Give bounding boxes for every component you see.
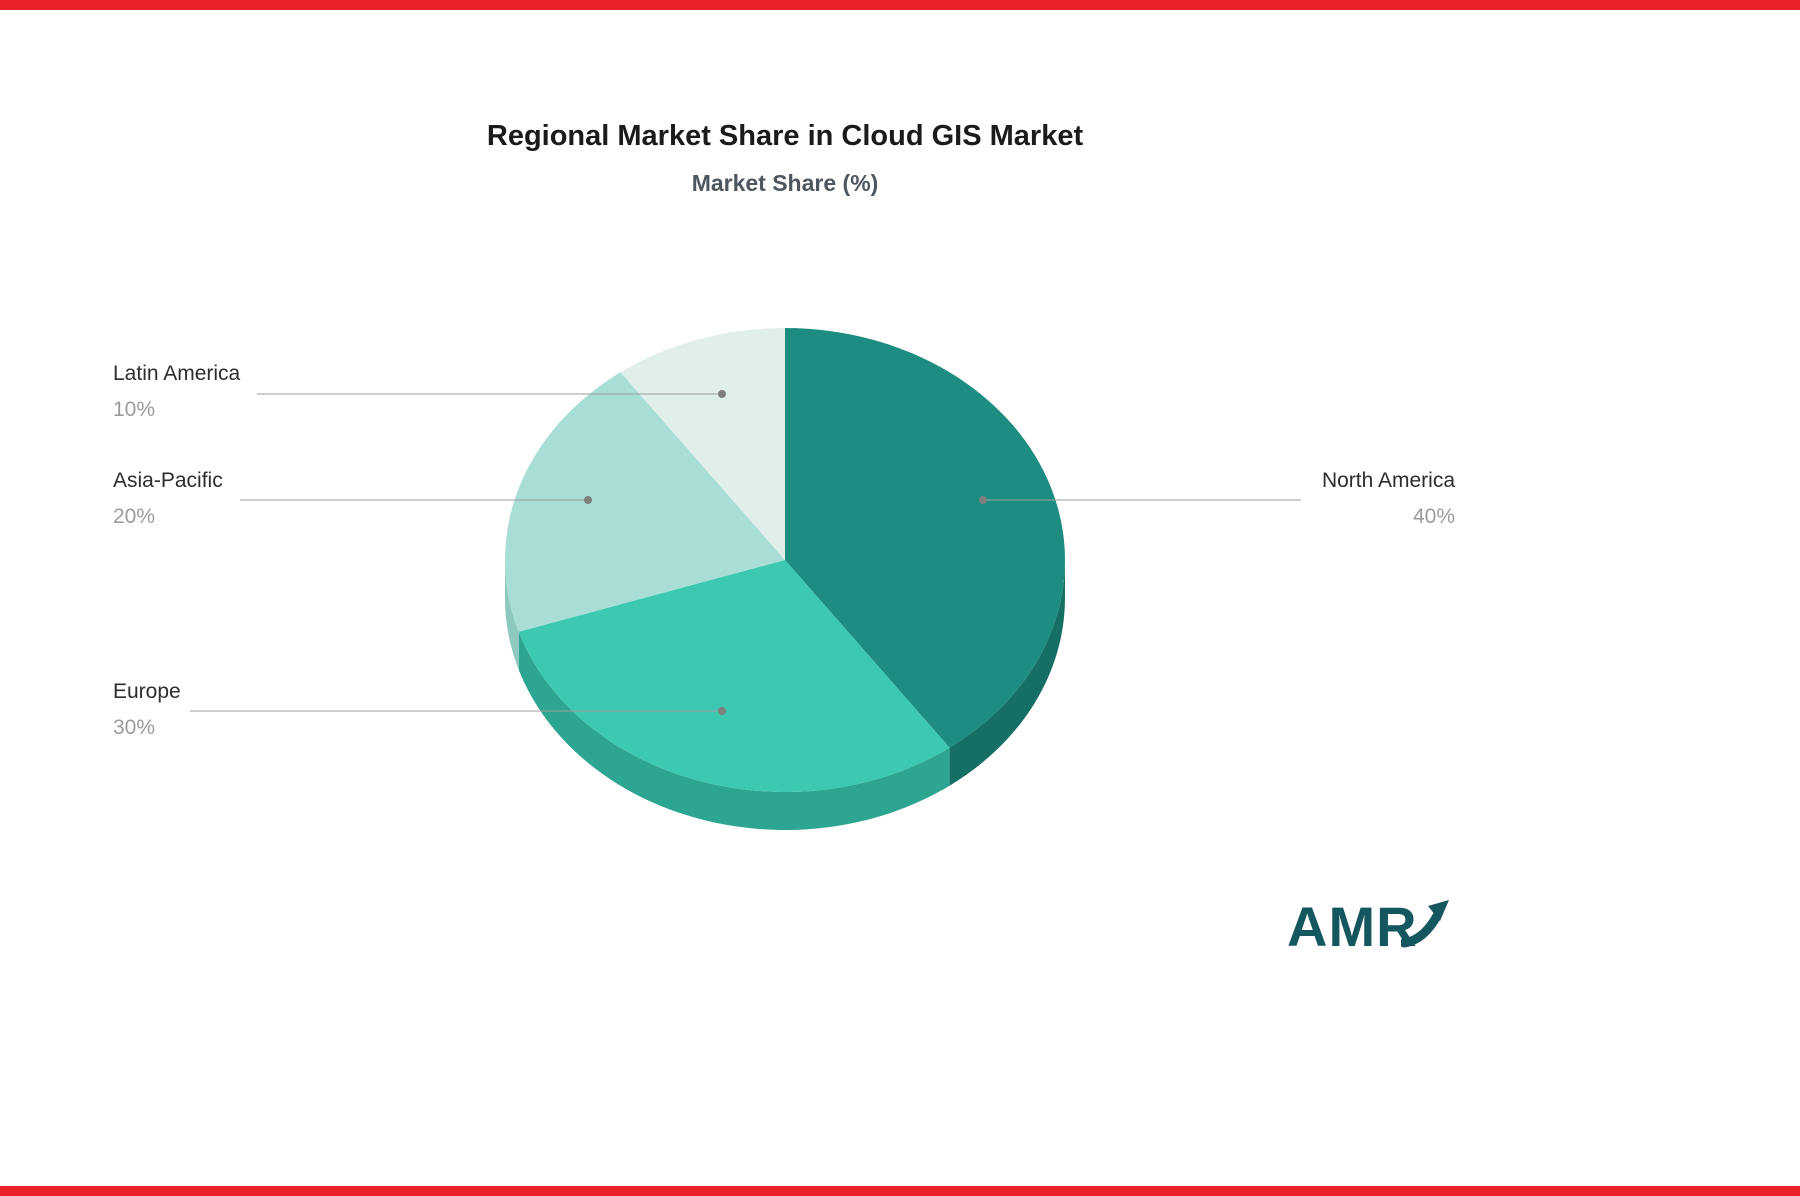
slice-label-asia-pacific: Asia-Pacific 20% [113,468,223,530]
leader-dot-latin-america [718,390,726,398]
pie-slice-latin-america [620,328,785,560]
amr-logo-text: AMR [1287,895,1418,958]
amr-logo-arrow-icon [1401,900,1449,948]
slice-label-text: Latin America [113,362,241,385]
amr-logo: AMR [1287,894,1449,959]
top-accent-bar [0,0,1800,10]
slice-value-text: 40% [1412,505,1455,528]
slice-label-text: Europe [113,680,181,703]
slice-value-text: 30% [113,716,156,739]
leader-dot-north-america [979,496,987,504]
chart-title: Regional Market Share in Cloud GIS Marke… [486,120,1084,152]
leader-dot-asia-pacific [584,496,592,504]
chart-subtitle: Market Share (%) [691,170,879,196]
slice-value-text: 20% [113,505,156,528]
pie-slice-side-asia-pacific [505,560,519,670]
slice-label-north-america: North America 40% [1322,468,1455,530]
pie-slice-side-north-america [949,560,1065,786]
bottom-accent-bar [0,1186,1800,1196]
slice-label-text: Asia-Pacific [113,469,223,492]
pie-slice-side-europe [518,631,950,831]
slice-value-text: 10% [113,398,156,421]
slice-label-text: North America [1321,469,1455,492]
slice-label-latin-america: Latin America 10% [113,361,240,423]
pie-slice-asia-pacific [505,372,785,632]
leader-dot-europe [718,707,726,715]
slice-label-europe: Europe 30% [113,679,181,741]
pie-slice-europe [518,560,950,792]
pie-slice-north-america [785,328,1065,748]
